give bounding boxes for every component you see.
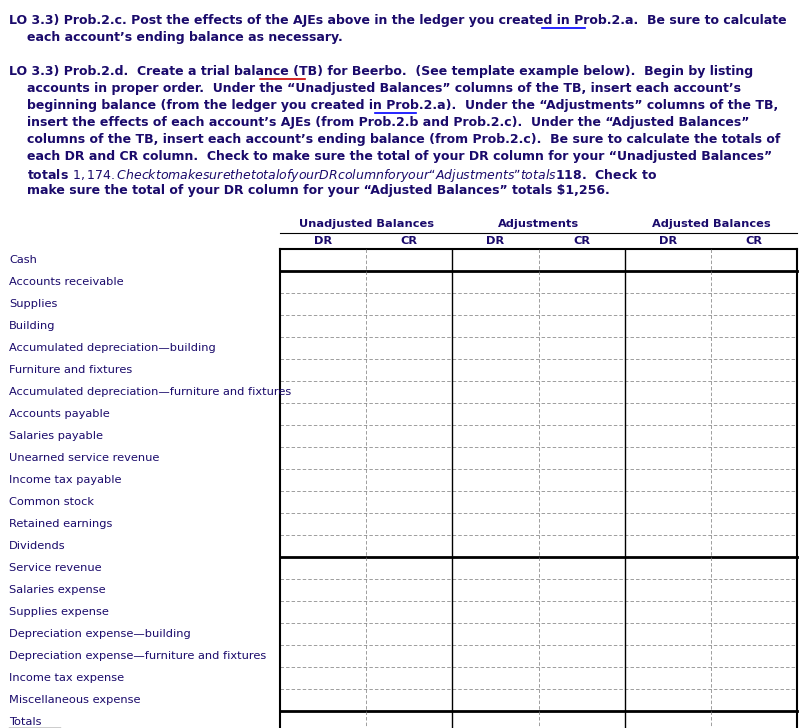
Text: Accumulated depreciation—furniture and fixtures: Accumulated depreciation—furniture and f…	[9, 387, 291, 397]
Text: Cash: Cash	[9, 255, 37, 265]
Text: Supplies: Supplies	[9, 299, 57, 309]
Text: Dividends: Dividends	[9, 541, 66, 551]
Text: Salaries payable: Salaries payable	[9, 431, 103, 441]
Text: Depreciation expense—building: Depreciation expense—building	[9, 629, 191, 639]
Text: each DR and CR column.  Check to make sure the total of your DR column for your : each DR and CR column. Check to make sur…	[27, 150, 772, 163]
Text: Unadjusted Balances: Unadjusted Balances	[299, 219, 434, 229]
Text: Depreciation expense—furniture and fixtures: Depreciation expense—furniture and fixtu…	[9, 651, 266, 661]
Text: Unearned service revenue: Unearned service revenue	[9, 453, 159, 463]
Text: Adjusted Balances: Adjusted Balances	[651, 219, 770, 229]
Text: beginning balance (from the ledger you created in Prob.2.a).  Under the “Adjustm: beginning balance (from the ledger you c…	[27, 99, 778, 112]
Text: DR: DR	[486, 236, 505, 246]
Text: Accounts receivable: Accounts receivable	[9, 277, 124, 287]
Text: insert the effects of each account’s AJEs (from Prob.2.b and Prob.2.c).  Under t: insert the effects of each account’s AJE…	[27, 116, 749, 129]
Text: CR: CR	[401, 236, 418, 246]
Text: Income tax payable: Income tax payable	[9, 475, 122, 485]
Text: DR: DR	[314, 236, 332, 246]
Text: Income tax expense: Income tax expense	[9, 673, 124, 683]
Text: Salaries expense: Salaries expense	[9, 585, 105, 595]
Text: columns of the TB, insert each account’s ending balance (from Prob.2.c).  Be sur: columns of the TB, insert each account’s…	[27, 133, 780, 146]
Text: Accumulated depreciation—building: Accumulated depreciation—building	[9, 343, 216, 353]
Text: DR: DR	[658, 236, 677, 246]
Text: CR: CR	[745, 236, 762, 246]
Text: LO 3.3) Prob.2.d.  Create a trial balance (TB) for Beerbo.  (See template exampl: LO 3.3) Prob.2.d. Create a trial balance…	[9, 65, 753, 78]
Text: each account’s ending balance as necessary.: each account’s ending balance as necessa…	[27, 31, 343, 44]
Text: make sure the total of your DR column for your “Adjusted Balances” totals $1,256: make sure the total of your DR column fo…	[27, 184, 609, 197]
Text: LO 3.3) Prob.2.c. Post the effects of the AJEs above in the ledger you created i: LO 3.3) Prob.2.c. Post the effects of th…	[9, 14, 786, 27]
Text: Supplies expense: Supplies expense	[9, 607, 109, 617]
Text: Totals: Totals	[9, 717, 42, 727]
Text: totals $1,174.  Check to make sure the total of your DR column for your “Adjustm: totals $1,174. Check to make sure the to…	[27, 167, 657, 184]
Text: Service revenue: Service revenue	[9, 563, 101, 573]
Text: Adjustments: Adjustments	[498, 219, 579, 229]
Text: accounts in proper order.  Under the “Unadjusted Balances” columns of the TB, in: accounts in proper order. Under the “Una…	[27, 82, 741, 95]
Text: Accounts payable: Accounts payable	[9, 409, 109, 419]
Text: Retained earnings: Retained earnings	[9, 519, 113, 529]
Text: CR: CR	[573, 236, 590, 246]
Text: Building: Building	[9, 321, 56, 331]
Text: Furniture and fixtures: Furniture and fixtures	[9, 365, 132, 375]
Text: Common stock: Common stock	[9, 497, 94, 507]
Text: Miscellaneous expense: Miscellaneous expense	[9, 695, 141, 705]
